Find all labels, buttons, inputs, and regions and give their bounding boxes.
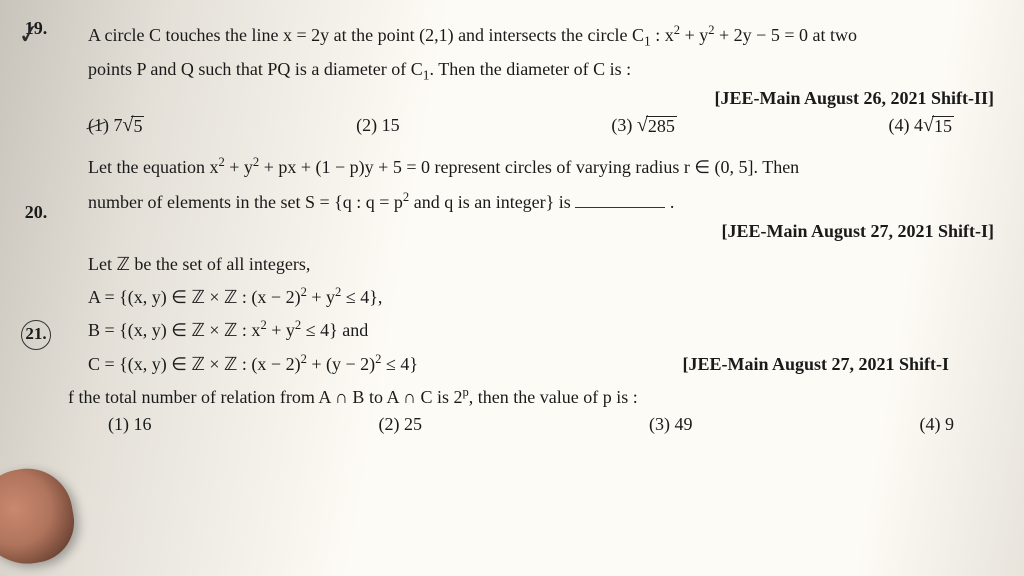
q19-opt4-pre: (4) 4 [888,115,923,135]
q19-source: [JEE-Main August 26, 2021 Shift-II] [60,88,994,109]
q21-opt3: (3) 49 [649,414,693,435]
page: ✓ 19. A circle C touches the line x = 2y… [0,0,1024,576]
sqrt-icon: √5 [123,116,145,135]
q21-body: Let ℤ be the set of all integers, A = {(… [88,248,994,414]
q21-number-wrap: 21. [14,320,58,350]
q21-setB-b: + y [267,320,295,340]
q19-text-1c: + y [680,25,708,45]
thumb-photo [0,461,81,571]
sub-1b: 1 [423,68,430,83]
check-icon: ✓ [16,19,42,52]
q19-text-1d: + 2y − 5 = 0 at two [715,25,857,45]
sqrt-icon: √285 [637,116,677,135]
q20-source: [JEE-Main August 27, 2021 Shift-I] [60,221,994,242]
q21-text-5a: f the total number of relation from A ∩ … [68,387,462,407]
q19-opt1-rad: 5 [131,116,144,135]
q21-source: [JEE-Main August 27, 2021 Shift-I [683,354,950,374]
q19-opt1: (1) 7√5 [88,115,144,136]
q20-body: Let the equation x2 + y2 + px + (1 − p)y… [88,150,994,218]
q21-opt4: (4) 9 [920,414,955,435]
q19-opt3: (3) √285 [611,115,676,136]
q19-text-1a: A circle C touches the line x = 2y at th… [88,25,644,45]
q19-number-wrap: ✓ 19. [14,18,58,39]
blank-line [575,190,665,207]
q21-setB-c: ≤ 4} and [301,320,368,340]
q21-text-5b: , then the value of p is : [469,387,638,407]
sqrt-icon: √15 [923,116,954,135]
q19-opt1-pre: (1) 7 [88,115,123,135]
q21-text-1: Let ℤ be the set of all integers, [88,254,310,274]
q19-opt4-rad: 15 [932,116,954,135]
q20-number-wrap: 20. [14,202,58,223]
q21-setA-c: ≤ 4}, [341,287,382,307]
q21-opt1: (1) 16 [108,414,152,435]
q20-text-1: Let the equation x [88,157,218,177]
q19-text-2: points P and Q such that PQ is a diamete… [88,59,423,79]
q19-opt3-pre: (3) [611,115,637,135]
q21-opt2: (2) 25 [379,414,423,435]
q21-setC-a: C = {(x, y) ∈ ℤ × ℤ : (x − 2) [88,354,301,374]
q21-setA-b: + y [307,287,335,307]
q21-number: 21. [21,320,51,350]
q21-options: (1) 16 (2) 25 (3) 49 (4) 9 [108,414,994,435]
q21-setB-a: B = {(x, y) ∈ ℤ × ℤ : x [88,320,260,340]
q19-body: A circle C touches the line x = 2y at th… [88,18,994,86]
q19-text-2b: . Then the diameter of C is : [430,59,632,79]
q19-options: (1) 7√5 (2) 15 (3) √285 (4) 4√15 [88,115,994,136]
q21-setA-a: A = {(x, y) ∈ ℤ × ℤ : (x − 2) [88,287,301,307]
q19-opt3-rad: 285 [646,116,677,135]
q19-text-1b: : x [651,25,674,45]
q20-text-2b: and q is an integer} is [409,192,575,212]
q19-opt2: (2) 15 [356,115,400,136]
sub-1: 1 [644,34,651,49]
q19-opt4: (4) 4√15 [888,115,953,136]
q20-text-1c: + px + (1 − p)y + 5 = 0 represent circle… [259,157,799,177]
q20-text-1b: + y [225,157,253,177]
q20-number: 20. [25,202,48,222]
q21-setC-c: ≤ 4} [381,354,418,374]
q20-text-2a: number of elements in the set S = {q : q… [88,192,403,212]
q21-setC-b: + (y − 2) [307,354,375,374]
